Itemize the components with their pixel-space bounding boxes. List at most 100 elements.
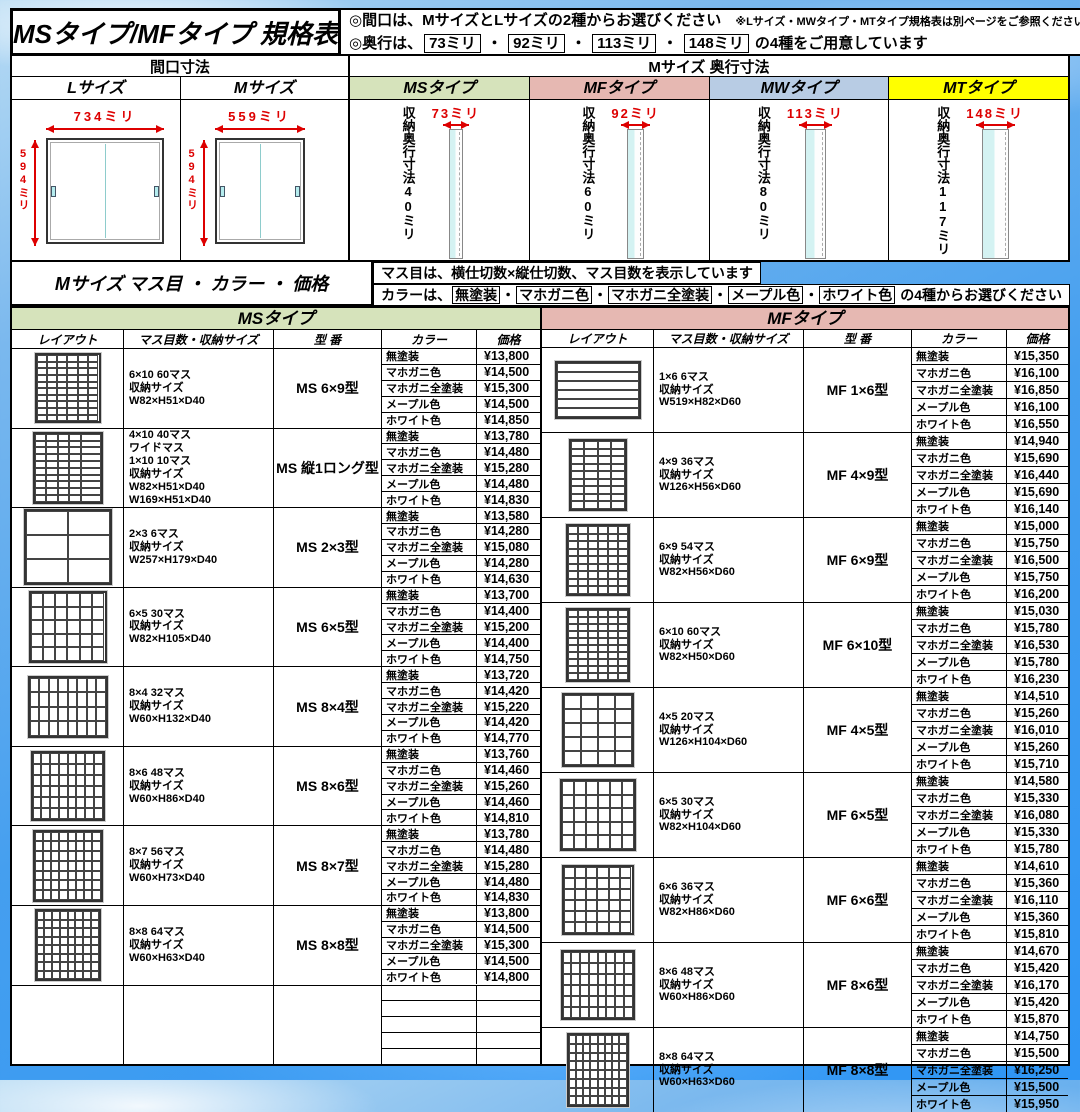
grid-cell	[67, 808, 77, 820]
color-cell: 無塗装	[912, 433, 1007, 449]
grid-cell	[36, 381, 47, 389]
grid-cell	[556, 372, 639, 381]
grid-cell	[59, 911, 68, 920]
price-row: ホワイト色 ¥14,850	[382, 412, 540, 428]
grid-cell	[608, 867, 621, 878]
size-label: Mサイズ	[180, 77, 348, 100]
grid-cell	[597, 878, 609, 889]
grid-cell	[587, 533, 598, 542]
grid-cell	[556, 408, 639, 417]
price-cell: ¥14,850	[484, 413, 530, 428]
price-cell: ¥15,750	[1014, 570, 1060, 584]
grid-cell	[597, 448, 611, 457]
price-row: マホガニ色 ¥15,420	[912, 960, 1068, 977]
grid-cell	[577, 631, 588, 638]
grid-cell	[59, 970, 68, 980]
layout-thumbnail	[34, 353, 101, 424]
color-cell: マホガニ色	[382, 364, 477, 380]
grid-cell	[59, 953, 68, 963]
grid-cell	[568, 1043, 576, 1053]
depth-value-label: 73ミリ	[431, 106, 481, 121]
width-arrow-icon	[214, 125, 305, 133]
grid-cell	[567, 578, 578, 587]
price-cell: ¥15,780	[1014, 655, 1060, 669]
grid-cell	[597, 578, 608, 587]
grid-cell	[29, 706, 39, 722]
layout-cell	[12, 985, 124, 1065]
depth-option: 148ミリ	[683, 34, 749, 53]
grid-cell	[612, 1043, 620, 1053]
price-cell	[477, 986, 540, 1001]
layout-thumbnail	[23, 509, 112, 586]
grid-cell	[580, 974, 589, 985]
layout-cell	[12, 746, 124, 826]
grid-cell	[36, 361, 47, 369]
door-handle-icon	[219, 186, 225, 197]
price-cell: ¥14,830	[484, 890, 530, 905]
grid-cell	[69, 495, 81, 502]
grid-cell	[67, 394, 78, 402]
grid-cell	[41, 775, 50, 787]
grid-cell	[39, 721, 49, 736]
grid-cell	[597, 695, 615, 709]
grid-cell	[69, 461, 81, 468]
grid-cell	[597, 526, 608, 534]
model-cell: MF 8×8型	[804, 1028, 912, 1112]
grid-cell	[34, 870, 43, 881]
spec-line: 4×9 36マス	[659, 455, 715, 468]
grid-cell	[570, 441, 584, 449]
grid-cell	[597, 533, 608, 542]
grid-cell	[620, 889, 632, 900]
grid-cell	[25, 511, 68, 536]
grid-cell	[59, 831, 68, 842]
price-cell: ¥13,780	[484, 429, 530, 444]
price-row: 無塗装 ¥14,580	[912, 773, 1068, 790]
column-header: レイアウト	[12, 330, 124, 348]
grid-cell	[588, 963, 598, 974]
grid-cell	[75, 841, 84, 852]
depth-value-label: 148ミリ	[966, 106, 1024, 121]
grid-cell	[50, 764, 59, 776]
price-cell: ¥14,750	[1014, 1029, 1060, 1043]
grid-cell	[34, 467, 47, 475]
grid-cell	[583, 1052, 591, 1062]
layout-cell	[542, 348, 654, 432]
color-cell: マホガニ全塗装	[912, 1062, 1007, 1078]
layout-thumbnail	[566, 1033, 629, 1107]
grid-cell	[67, 401, 78, 409]
layout-cell	[542, 433, 654, 517]
color-cell: マホガニ全塗装	[912, 807, 1007, 823]
price-cell: ¥15,200	[484, 619, 530, 634]
color-option: 無塗装	[452, 286, 501, 304]
grid-cell	[615, 952, 624, 963]
price-cell: ¥14,800	[484, 970, 530, 985]
price-cell: ¥14,480	[484, 476, 530, 491]
grid-cell	[50, 786, 59, 798]
grid-cell	[590, 1096, 598, 1105]
grid-cell	[46, 361, 58, 369]
grid-cell	[590, 1087, 598, 1097]
grid-cell	[586, 867, 598, 878]
grid-cell	[80, 461, 101, 468]
spec-line: W519×H82×D60	[659, 396, 741, 409]
grid-cell	[86, 721, 96, 736]
price-cell: ¥15,500	[1014, 1046, 1060, 1060]
grid-cell	[69, 454, 81, 462]
grid-cell	[92, 860, 101, 871]
grid-cell	[587, 541, 598, 549]
grid-cell	[52, 953, 60, 963]
spec-cell: 6×10 60マス 収納サイズ W82×H50×D60	[654, 603, 804, 687]
grid-cell	[577, 638, 588, 645]
color-cell: マホガニ全塗装	[382, 460, 477, 476]
grid-cell	[36, 919, 45, 929]
color-cell: ホワイト色	[382, 571, 477, 587]
grid-cell	[575, 1061, 583, 1070]
grid-cell	[567, 673, 578, 680]
grid-cell	[57, 394, 68, 402]
grid-cell	[90, 936, 99, 946]
grid-cell	[44, 911, 52, 920]
grid-cell	[607, 571, 618, 579]
grid-cell	[69, 474, 81, 482]
depth-value-label: 113ミリ	[786, 106, 844, 121]
column-header: 価格	[1025, 332, 1050, 346]
